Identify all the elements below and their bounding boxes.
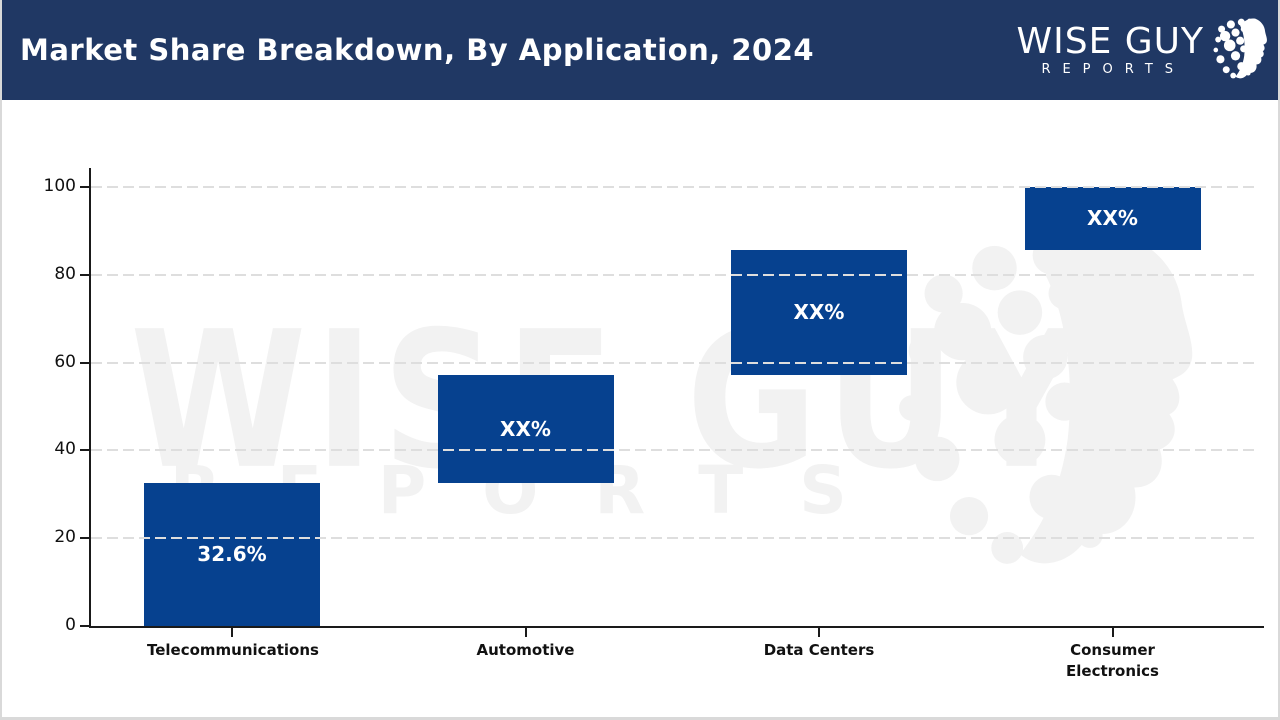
bar-value-label: XX%	[793, 300, 845, 325]
wise-guy-logo: WISE GUY REPORTS	[1017, 11, 1269, 89]
y-axis-tick-label: 0	[65, 615, 76, 635]
x-axis-line	[89, 626, 1264, 628]
y-axis-tick-label: 20	[54, 527, 76, 548]
logo-wordmark: WISE GUY	[1016, 21, 1204, 62]
gridline-20	[91, 537, 1254, 540]
bar-data-centers: XX%	[731, 249, 907, 375]
y-axis-tick	[80, 537, 89, 540]
gridline-40	[91, 449, 1254, 452]
y-axis-tick-label: 100	[43, 176, 76, 196]
y-axis-line	[89, 168, 91, 628]
y-axis-tick	[80, 273, 89, 276]
x-axis-category-label: Telecommunications	[147, 641, 319, 659]
x-axis-tick	[231, 628, 233, 637]
bar-automotive: XX%	[437, 374, 614, 483]
page-title: Market Share Breakdown, By Application, …	[20, 33, 815, 67]
bar-value-label: 32.6%	[197, 542, 267, 567]
y-axis-tick-label: 80	[54, 263, 76, 284]
y-axis-tick	[80, 625, 89, 627]
x-axis-category-label: Data Centers	[763, 641, 875, 659]
header-bar: Market Share Breakdown, By Application, …	[2, 0, 1278, 100]
x-axis-category-label: Consumer Electronics	[1066, 641, 1159, 680]
gridline-80	[91, 273, 1254, 276]
bar-value-label: XX%	[1087, 206, 1138, 231]
y-axis-tick-label: 40	[54, 439, 76, 460]
bar-telecommunications: 32.6%	[144, 482, 320, 626]
logo-subtitle: REPORTS	[1041, 62, 1186, 77]
x-axis-tick	[524, 628, 527, 637]
x-axis-tick	[818, 628, 820, 637]
gridline-60	[91, 361, 1254, 364]
y-axis-tick	[80, 361, 89, 364]
bar-consumer-electronics: XX%	[1024, 187, 1201, 250]
logo-text: WISE GUY REPORTS	[1016, 21, 1205, 77]
gridline-100	[91, 186, 1254, 188]
y-axis-tick	[80, 449, 89, 452]
bar-value-label: XX%	[500, 416, 551, 441]
y-axis-tick-label: 60	[54, 351, 76, 372]
x-axis-tick	[1111, 628, 1114, 637]
y-axis-tick	[80, 186, 89, 188]
x-axis-category-label: Automotive	[476, 641, 575, 659]
